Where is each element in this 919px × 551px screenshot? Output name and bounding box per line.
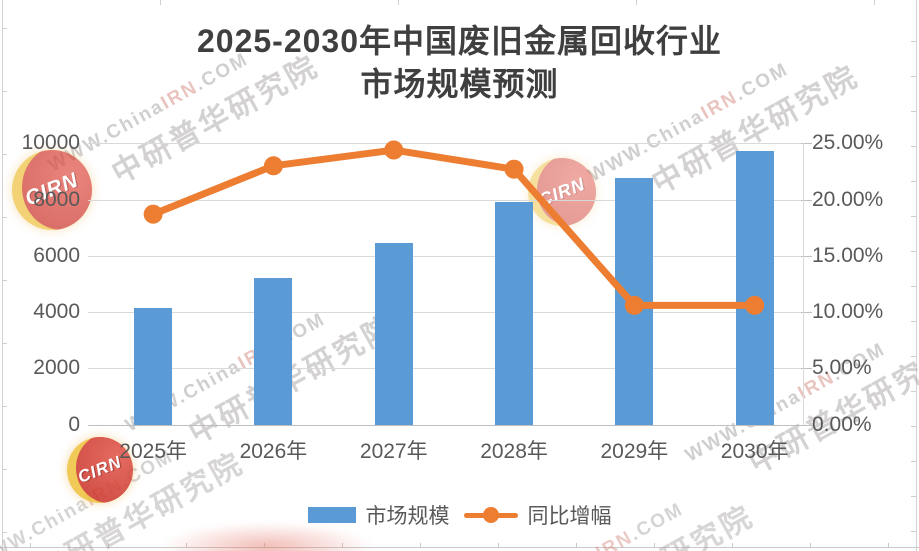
- line-marker: [624, 295, 644, 315]
- x-axis-tick-label: 2026年: [239, 440, 308, 463]
- y2-axis-tick: [801, 199, 812, 201]
- y2-axis-tick: [801, 424, 812, 426]
- bar: [134, 307, 173, 425]
- bar: [254, 278, 293, 425]
- y2-axis-tick-label: 10.00%: [812, 300, 884, 324]
- legend-swatch-line-dot: [482, 507, 499, 523]
- gridline: [88, 255, 801, 257]
- gridline: [88, 368, 801, 370]
- y-axis-tick-label: 0: [68, 412, 80, 436]
- line-marker: [504, 159, 524, 179]
- line-series: [149, 146, 759, 309]
- y2-axis-tick-label: 20.00%: [812, 187, 884, 211]
- y2-axis-tick: [801, 312, 812, 314]
- chart-title-line2: 市场规模预测: [360, 66, 559, 102]
- legend-item-growth: 同比增幅: [463, 500, 612, 530]
- gridline: [88, 312, 801, 314]
- y2-axis-tick: [801, 143, 812, 145]
- x-axis-tick-label: 2029年: [600, 440, 669, 463]
- legend-label-market-size: 市场规模: [365, 505, 450, 528]
- chart-title: 2025-2030年中国废旧金属回收行业 市场规模预测: [0, 20, 919, 106]
- y2-axis-tick-label: 15.00%: [812, 243, 884, 267]
- legend-swatch-bar: [307, 507, 356, 523]
- x-axis-tick-label: 2028年: [480, 440, 548, 463]
- y-axis-tick-label: 4000: [33, 300, 80, 324]
- y2-axis-tick: [801, 255, 812, 257]
- line-marker: [143, 204, 163, 224]
- line-marker: [263, 156, 283, 176]
- y2-axis-tick-label: 5.00%: [812, 356, 872, 380]
- legend-label-growth: 同比增幅: [527, 505, 612, 528]
- gridline: [88, 199, 801, 201]
- y-axis-tick-label: 10000: [21, 131, 80, 155]
- y2-axis-line: [803, 143, 804, 425]
- y2-axis-tick: [801, 368, 812, 370]
- bar: [735, 151, 774, 425]
- x-axis-tick-label: 2027年: [359, 440, 428, 463]
- y2-axis-tick-label: 25.00%: [812, 131, 884, 155]
- x-axis-tick-label: 2030年: [720, 440, 789, 463]
- y-axis-tick-label: 2000: [33, 356, 80, 380]
- legend-item-market-size: 市场规模: [307, 500, 450, 530]
- x-axis-line: [88, 424, 803, 426]
- y-axis-tick-label: 6000: [33, 243, 80, 267]
- y2-axis-tick-label: 0.00%: [812, 412, 872, 436]
- line-marker: [745, 295, 765, 315]
- legend-swatch-line: [463, 507, 518, 523]
- bar: [374, 243, 413, 425]
- bar: [495, 202, 534, 425]
- x-axis-tick-label: 2025年: [119, 440, 187, 463]
- chart-title-line1: 2025-2030年中国废旧金属回收行业: [196, 23, 723, 59]
- legend: 市场规模 同比增幅: [0, 500, 919, 530]
- line-marker: [384, 140, 404, 160]
- gridline: [88, 143, 801, 145]
